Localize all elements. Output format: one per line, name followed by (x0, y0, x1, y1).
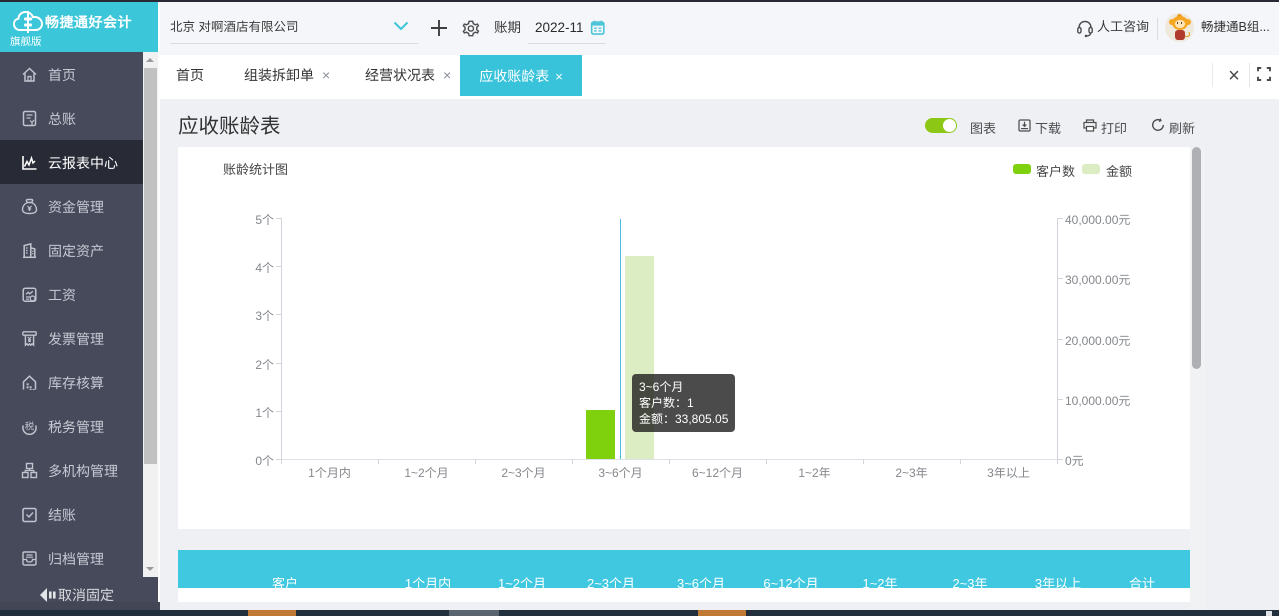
svg-text:税: 税 (25, 419, 35, 433)
